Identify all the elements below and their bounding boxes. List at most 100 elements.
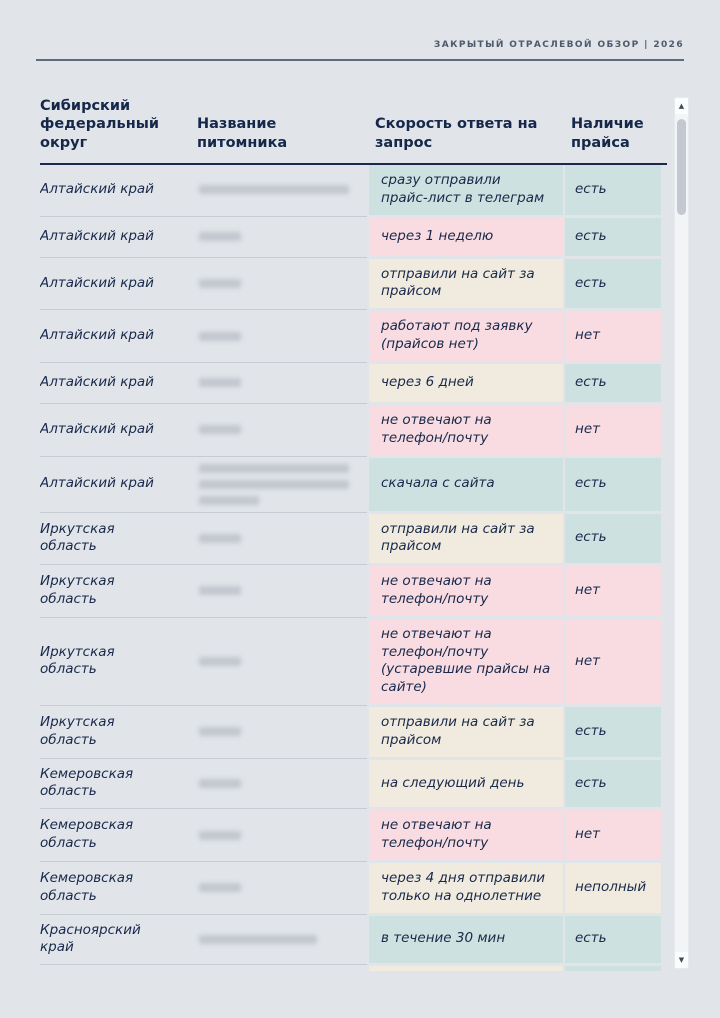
nursery-name-cell-redacted (197, 966, 367, 970)
district-cell: Алтайский край (40, 227, 154, 244)
price-availability-cell: есть (565, 363, 661, 402)
redacted-nursery-name (199, 463, 349, 473)
district-cell: Алтайский край (40, 420, 154, 437)
price-availability-cell: неполный (565, 862, 661, 913)
vertical-scrollbar[interactable]: ▲ ▼ (674, 96, 689, 969)
table-row: Иркутская область не отвечают на телефон… (40, 566, 667, 618)
content-area: Сибирский федеральный округ Название пит… (40, 96, 696, 971)
nursery-name-cell-redacted (197, 218, 367, 256)
nursery-name-cell-redacted (197, 458, 367, 511)
table-row: Алтайский край сразу отправили прайс-лис… (40, 165, 667, 217)
table-header-row: Сибирский федеральный округ Название пит… (40, 97, 667, 166)
column-header-district: Сибирский федеральный округ (40, 97, 160, 152)
price-availability-cell: есть (565, 915, 661, 964)
redacted-nursery-name (199, 232, 241, 242)
district-cell: Алтайский край (40, 327, 154, 344)
table-row: Красноярский край на следующий день есть (40, 966, 667, 971)
nursery-name-cell-redacted (197, 514, 367, 564)
redacted-nursery-name (199, 727, 241, 737)
table-row: Алтайский край работают под заявку (прай… (40, 311, 667, 363)
district-cell: Кемеровская область (40, 869, 134, 904)
column-header-nursery-name: Название питомника (197, 116, 288, 152)
scroll-down-button[interactable]: ▼ (675, 951, 688, 968)
response-speed-cell: через 1 неделю (369, 217, 563, 256)
price-availability-cell: нет (565, 404, 661, 455)
district-cell: Алтайский край (40, 475, 154, 492)
column-header-price-availability: Наличие прайса (571, 116, 644, 152)
redacted-nursery-name (199, 586, 241, 596)
review-table: Сибирский федеральный округ Название пит… (40, 97, 667, 971)
response-speed-cell: отправили на сайт за прайсом (369, 513, 563, 564)
table-row: Алтайский край скачала с сайта есть (40, 457, 667, 513)
nursery-name-cell-redacted (197, 916, 367, 964)
price-availability-cell: нет (565, 566, 661, 616)
table-row: Кемеровская область на следующий день ес… (40, 759, 667, 809)
price-availability-cell: есть (565, 258, 661, 309)
price-availability-cell: есть (565, 217, 661, 256)
report-header-label: ЗАКРЫТЫЙ ОТРАСЛЕВОЙ ОБЗОР | 2026 (433, 40, 684, 50)
district-cell: Кемеровская область (40, 765, 134, 800)
price-availability-cell: есть (565, 707, 661, 757)
response-speed-cell: сразу отправили прайс-лист в телеграм (369, 165, 563, 215)
redacted-nursery-name (199, 378, 241, 388)
response-speed-cell: скачала с сайта (369, 457, 563, 511)
redacted-nursery-name (199, 495, 259, 505)
header-divider (36, 59, 684, 61)
nursery-name-cell-redacted (197, 707, 367, 757)
redacted-nursery-name (199, 479, 349, 489)
nursery-name-cell-redacted (197, 364, 367, 402)
nursery-name-cell-redacted (197, 863, 367, 913)
price-availability-cell: есть (565, 165, 661, 215)
price-availability-cell: есть (565, 457, 661, 511)
district-cell: Иркутская область (40, 714, 115, 748)
redacted-nursery-name (199, 934, 317, 944)
redacted-nursery-name (199, 331, 241, 341)
district-cell: Алтайский край (40, 274, 154, 291)
nursery-name-cell-redacted (197, 810, 367, 860)
table-row: Иркутская область отправили на сайт за п… (40, 707, 667, 759)
table-row: Иркутская область отправили на сайт за п… (40, 513, 667, 565)
table-row: Иркутская область не отвечают на телефон… (40, 618, 667, 707)
redacted-nursery-name (199, 185, 349, 195)
district-cell: Иркутская область (40, 573, 115, 607)
table-row: Алтайский край не отвечают на телефон/по… (40, 404, 667, 457)
redacted-nursery-name (199, 778, 241, 788)
price-availability-cell: нет (565, 311, 661, 361)
scrollbar-track[interactable] (675, 113, 688, 952)
district-cell: Кемеровская область (40, 817, 134, 852)
table-row: Алтайский край через 6 дней есть (40, 363, 667, 404)
nursery-name-cell-redacted (197, 259, 367, 309)
price-availability-cell: есть (565, 966, 661, 971)
redacted-nursery-name (199, 656, 241, 666)
district-cell: Алтайский край (40, 374, 154, 390)
nursery-name-cell-redacted (197, 165, 367, 215)
district-cell: Красноярский край (40, 966, 195, 970)
table-row: Кемеровская область через 4 дня отправил… (40, 862, 667, 915)
price-availability-cell: нет (565, 618, 661, 705)
nursery-name-cell-redacted (197, 619, 367, 704)
response-speed-cell: через 4 дня отправили только на однолетн… (369, 862, 563, 913)
response-speed-cell: отправили на сайт за прайсом (369, 258, 563, 309)
response-speed-cell: через 6 дней (369, 363, 563, 402)
price-availability-cell: нет (565, 810, 661, 860)
district-cell: Иркутская область (40, 520, 115, 555)
nursery-name-cell-redacted (197, 566, 367, 616)
district-cell: Иркутская область (40, 643, 115, 678)
scrollbar-thumb[interactable] (677, 118, 686, 215)
response-speed-cell: отправили на сайт за прайсом (369, 707, 563, 757)
redacted-nursery-name (199, 883, 241, 893)
district-cell: Алтайский край (40, 180, 154, 197)
price-availability-cell: есть (565, 513, 661, 564)
nursery-name-cell-redacted (197, 405, 367, 455)
redacted-nursery-name (199, 533, 241, 543)
response-speed-cell: не отвечают на телефон/почту (369, 404, 563, 455)
response-speed-cell: работают под заявку (прайсов нет) (369, 311, 563, 361)
response-speed-cell: не отвечают на телефон/почту (369, 566, 563, 616)
response-speed-cell: в течение 30 мин (369, 915, 563, 964)
table-row: Алтайский край отправили на сайт за прай… (40, 258, 667, 310)
response-speed-cell: не отвечают на телефон/почту (369, 810, 563, 860)
response-speed-cell: на следующий день (369, 966, 563, 971)
redacted-nursery-name (199, 425, 241, 435)
scroll-up-button[interactable]: ▲ (675, 97, 688, 114)
